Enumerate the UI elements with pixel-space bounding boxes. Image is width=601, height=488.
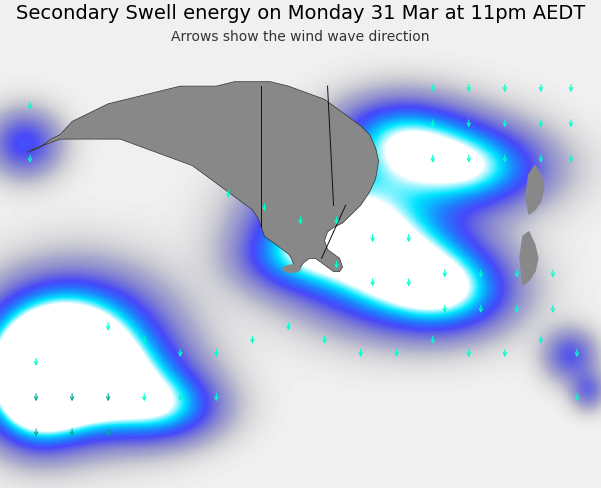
Polygon shape	[27, 81, 379, 272]
Polygon shape	[526, 165, 544, 214]
Text: Secondary Swell energy on Monday 31 Mar at 11pm AEDT: Secondary Swell energy on Monday 31 Mar …	[16, 4, 585, 23]
Text: Arrows show the wind wave direction: Arrows show the wind wave direction	[171, 30, 430, 44]
Polygon shape	[520, 232, 538, 285]
Polygon shape	[282, 265, 300, 272]
